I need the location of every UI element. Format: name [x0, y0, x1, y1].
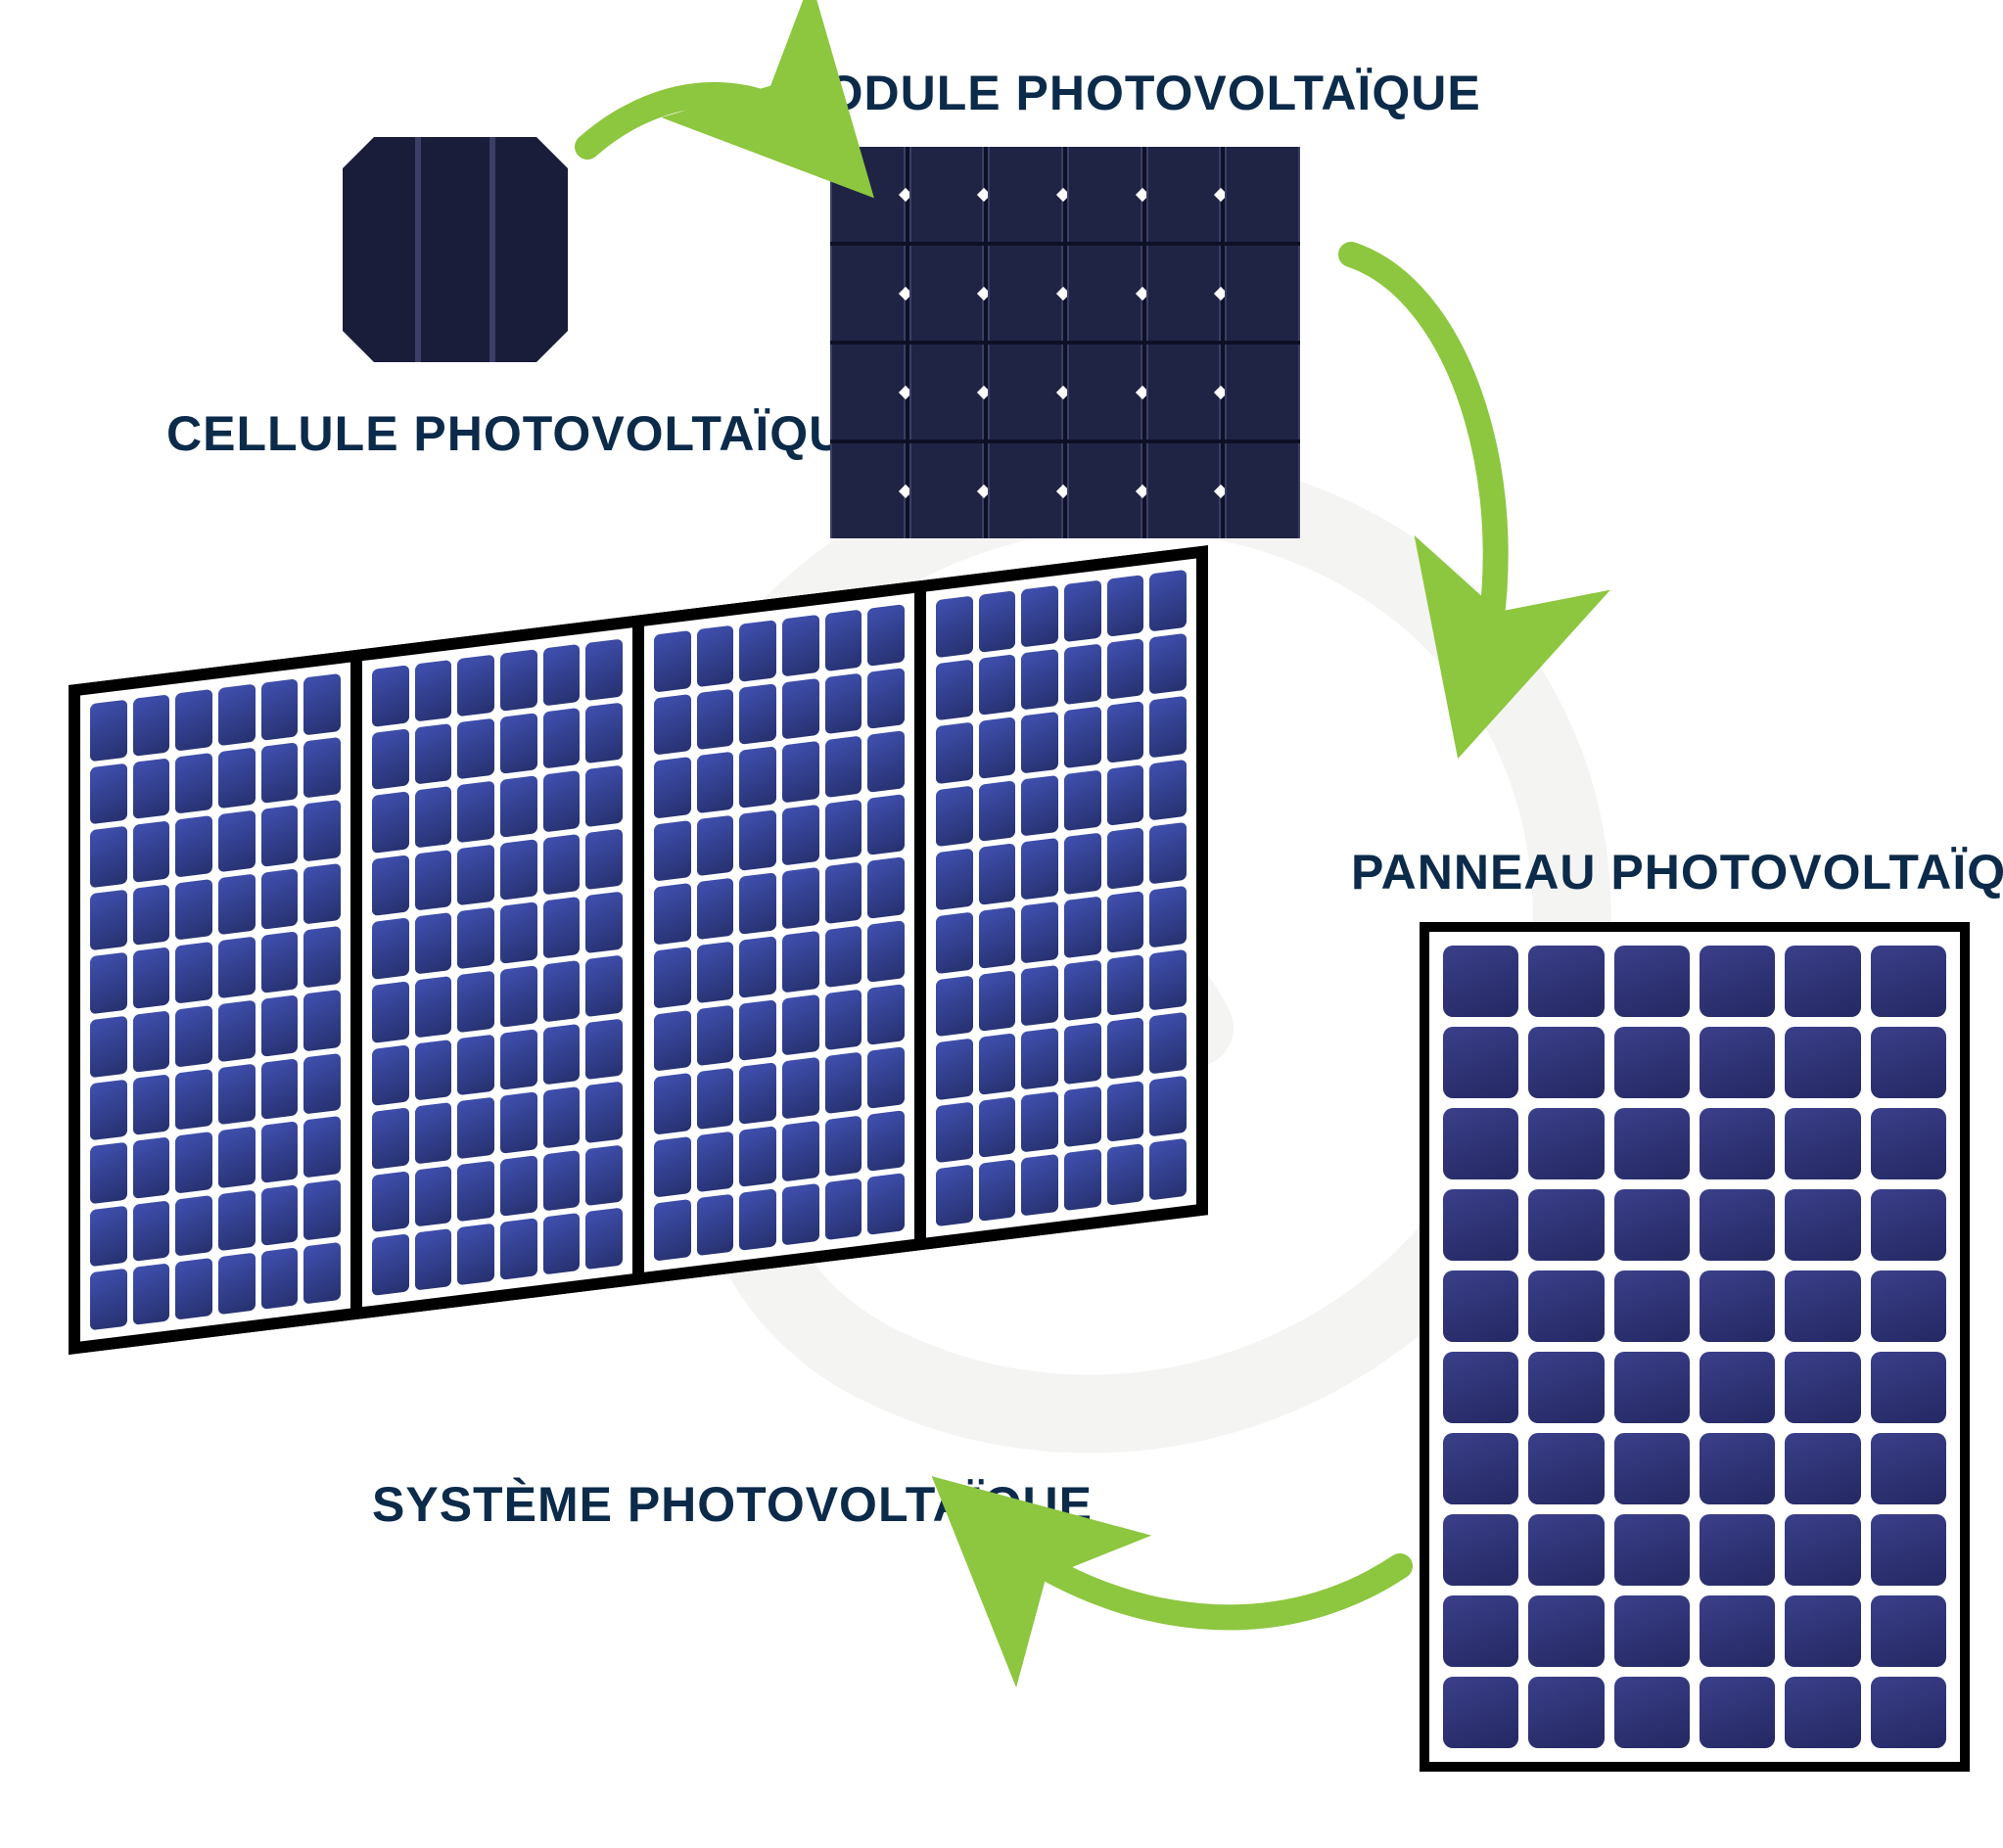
diagram-stage: MODULE PHOTOVOLTAÏQUE CELLULE PHOTOVOLTA…	[0, 0, 2003, 1848]
arrow-panel-to-system	[0, 0, 2003, 1848]
